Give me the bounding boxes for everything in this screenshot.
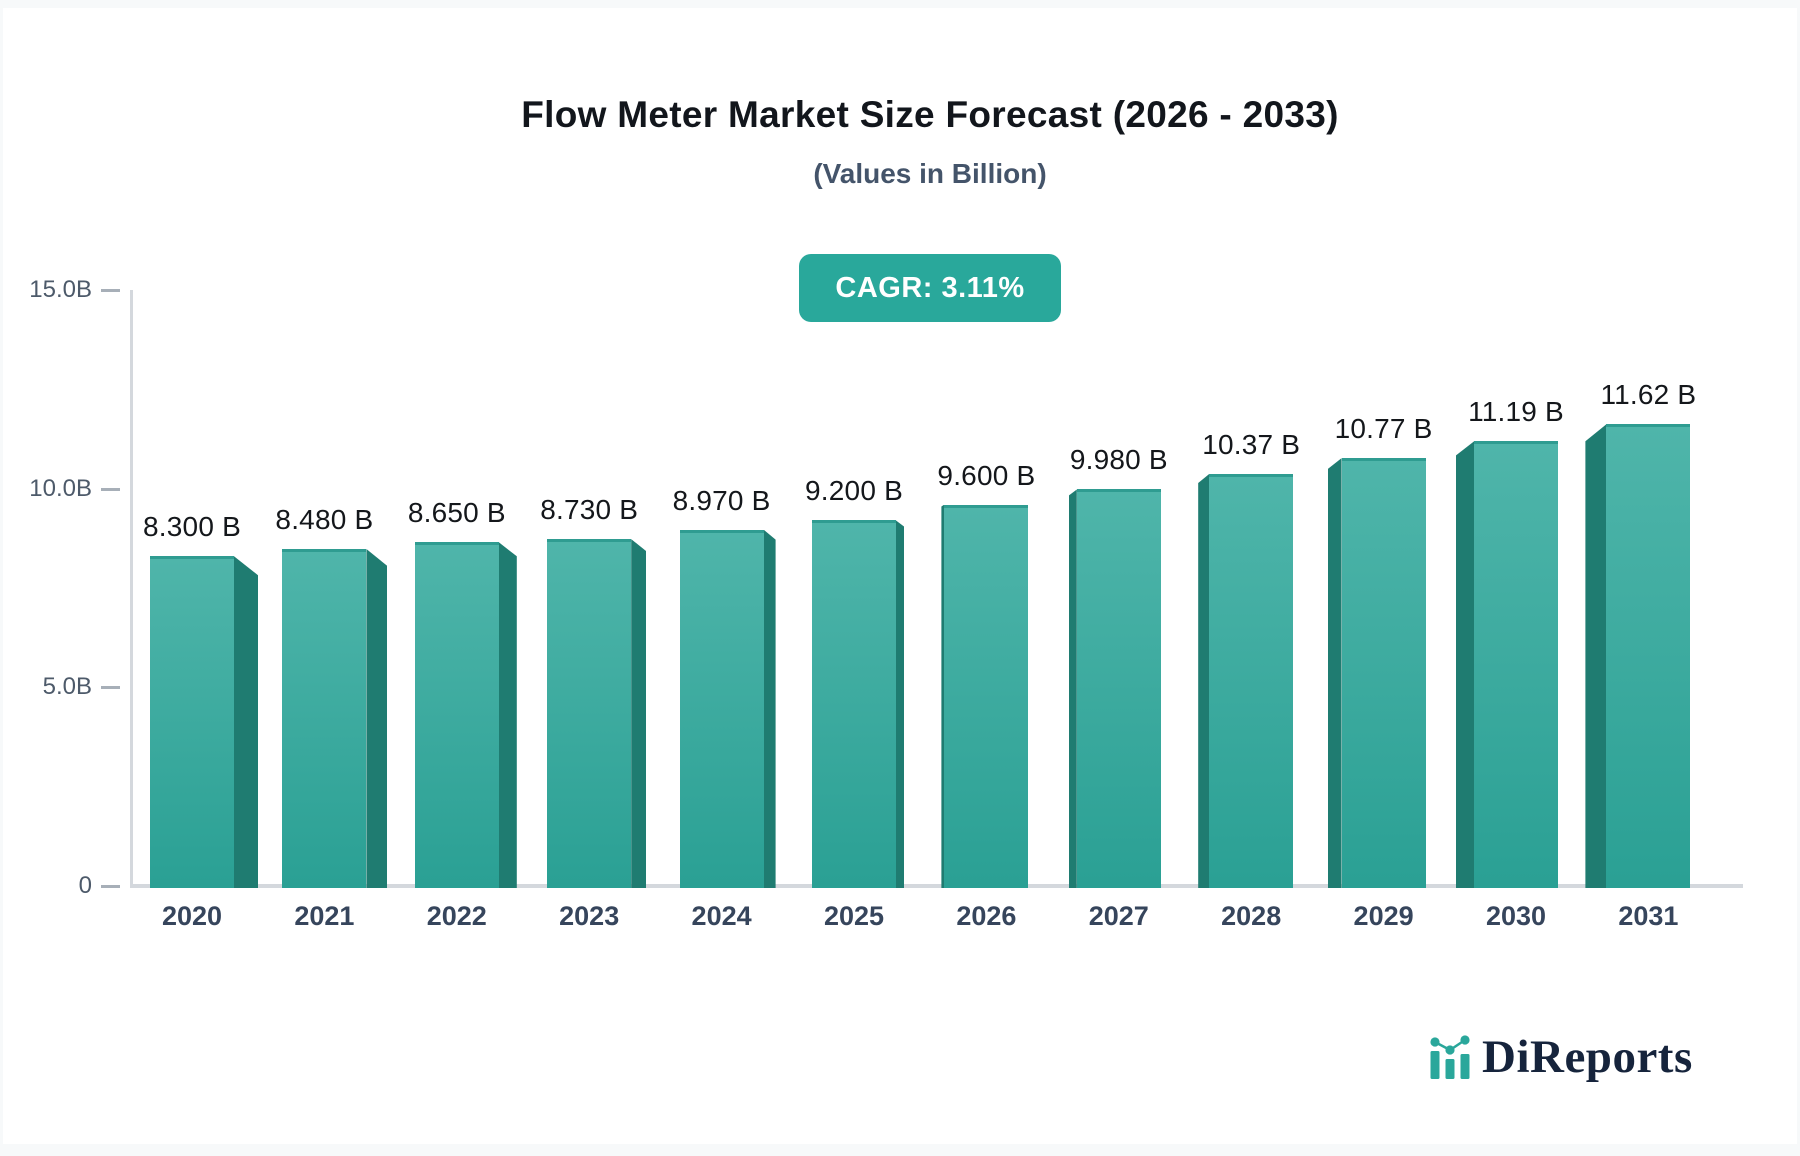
bar-value-label-2028: 10.37 B — [1202, 428, 1301, 460]
y-tick-dash — [101, 885, 120, 888]
bar-value-label-2030: 11.19 B — [1468, 396, 1564, 428]
chart-title: Flow Meter Market Size Forecast (2026 - … — [521, 94, 1339, 135]
x-tick-label-2027: 2027 — [1088, 901, 1149, 931]
x-tick-label-2021: 2021 — [294, 901, 355, 931]
y-tick-dash — [101, 686, 120, 690]
bar-side — [896, 520, 904, 888]
y-tick-label-15.0B: 15.0B — [29, 276, 92, 303]
y-tick-dash — [101, 289, 120, 292]
bar-2028 — [1198, 473, 1294, 888]
x-tick-label-2028: 2028 — [1221, 901, 1282, 931]
bar-face — [1474, 441, 1558, 888]
bar-value-label-2027: 9.980 B — [1069, 444, 1168, 476]
bar-side — [763, 529, 776, 888]
bar-face — [1341, 458, 1426, 888]
cagr-badge: CAGR: 3.11% — [799, 254, 1061, 322]
bar-2031 — [1585, 424, 1691, 888]
bar-side — [366, 549, 388, 888]
x-tick-label-2020: 2020 — [161, 901, 223, 931]
bar-value-label-2025: 9.200 B — [805, 475, 903, 507]
direports-logo: DiReports — [1428, 1034, 1693, 1081]
bar-side — [941, 504, 945, 888]
y-tick-label-10.0B: 10.0B — [29, 474, 92, 502]
y-tick-label-0: 0 — [78, 872, 92, 899]
x-tick-label-2029: 2029 — [1353, 901, 1414, 931]
x-axis-line — [130, 884, 1743, 888]
bar-face — [812, 520, 896, 888]
x-tick-label-2024: 2024 — [691, 901, 752, 931]
chart-subtitle: (Values in Billion) — [813, 158, 1047, 189]
x-tick-label-2031: 2031 — [1618, 901, 1679, 931]
bar-side — [498, 542, 517, 888]
bar-face — [1209, 473, 1294, 888]
bar-2024 — [679, 529, 776, 888]
bar-face — [1076, 489, 1161, 888]
bar-2027 — [1068, 489, 1161, 888]
x-tick-label-2025: 2025 — [823, 901, 885, 931]
bar-2030 — [1456, 441, 1558, 888]
bar-face — [944, 504, 1029, 888]
bar-value-label-2020: 8.300 B — [143, 511, 241, 543]
bar-side — [1585, 424, 1607, 888]
bar-side — [1327, 458, 1342, 888]
bar-side — [631, 539, 647, 888]
badge-row: CAGR: 3.11% — [150, 254, 1710, 322]
bar-value-label-2023: 8.730 B — [540, 494, 639, 526]
bar-value-label-2029: 10.77 B — [1334, 413, 1433, 445]
bar-2026 — [941, 504, 1029, 888]
x-tick-label-2022: 2022 — [426, 901, 487, 931]
bar-side — [234, 556, 258, 888]
bar-face — [282, 549, 367, 888]
direports-logo-icon — [1430, 1035, 1470, 1079]
bar-face — [1606, 424, 1691, 888]
x-tick-label-2030: 2030 — [1485, 901, 1547, 931]
bar-2029 — [1327, 458, 1426, 888]
bar-2023 — [547, 539, 647, 888]
bar-2021 — [282, 549, 388, 888]
y-tick-dash — [101, 487, 120, 491]
x-tick-label-2023: 2023 — [559, 901, 620, 931]
bar-2025 — [812, 520, 904, 888]
bar-face — [547, 539, 632, 888]
bar-value-label-2021: 8.480 B — [275, 504, 374, 536]
bar-side — [1456, 441, 1474, 888]
bar-value-label-2024: 8.970 B — [672, 484, 771, 516]
direports-logo-text: DiReports — [1482, 1031, 1693, 1083]
y-axis-line — [130, 290, 133, 888]
y-tick-label-5.0B: 5.0B — [42, 673, 92, 701]
bar-face — [679, 529, 764, 888]
bar-face — [414, 542, 499, 888]
bar-value-label-2031: 11.62 B — [1600, 379, 1697, 411]
bar-value-label-2022: 8.650 B — [407, 497, 506, 529]
bar-2022 — [414, 542, 517, 888]
bar-face — [150, 556, 234, 888]
bar-side — [1198, 473, 1210, 888]
bar-2020 — [150, 556, 258, 888]
bar-side — [1068, 489, 1077, 888]
bar-value-label-2026: 9.600 B — [937, 459, 1036, 491]
x-tick-label-2026: 2026 — [956, 901, 1017, 931]
